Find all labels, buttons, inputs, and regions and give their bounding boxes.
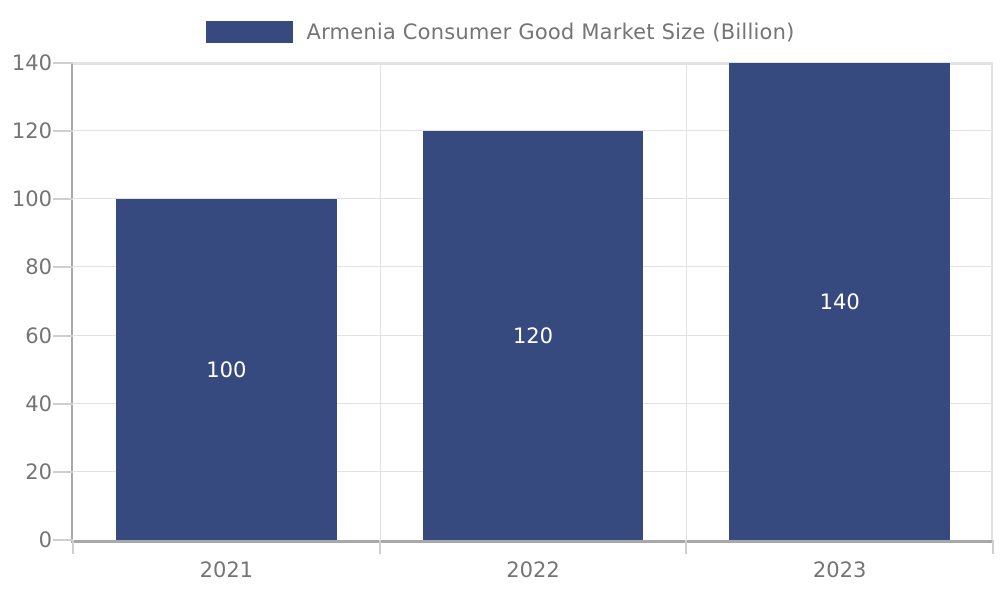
y-axis-line: [71, 63, 73, 543]
y-tick-mark: [53, 266, 73, 269]
bar-2023[interactable]: 140: [729, 63, 951, 540]
y-tick-mark: [53, 334, 73, 337]
y-gridline: [73, 130, 993, 132]
y-tick-label: 120: [11, 119, 52, 144]
y-gridline: [73, 62, 993, 63]
plot-area: 100 120 140: [73, 62, 993, 540]
bar-2022[interactable]: 120: [422, 131, 644, 540]
x-tick-mark: [992, 540, 994, 554]
y-tick-mark: [53, 62, 73, 64]
x-tick-label: 2023: [812, 558, 867, 582]
bar-value-label: 120: [512, 323, 554, 348]
x-tick-label: 2022: [506, 558, 560, 582]
legend-label: Armenia Consumer Good Market Size (Billi…: [306, 20, 795, 44]
y-tick-label: 60: [25, 323, 52, 348]
x-tick-label: 2021: [199, 558, 254, 582]
chart-legend[interactable]: Armenia Consumer Good Market Size (Billi…: [0, 15, 1000, 49]
x-gridline: [686, 63, 688, 540]
y-tick-label: 140: [11, 51, 52, 75]
y-tick-mark: [53, 539, 73, 541]
legend-swatch-icon: [205, 21, 293, 43]
bar-value-label: 100: [206, 357, 247, 382]
x-tick-mark: [72, 540, 74, 554]
x-axis-line: [71, 540, 993, 543]
x-tick-mark: [378, 540, 381, 554]
y-tick-mark: [53, 130, 73, 133]
plot-border-top: [73, 63, 993, 65]
y-tick-mark: [53, 470, 73, 473]
y-tick-label: 20: [25, 459, 52, 484]
x-gridline: [379, 63, 381, 540]
bar-2021[interactable]: 100: [115, 199, 337, 540]
y-tick-label: 100: [11, 187, 52, 212]
y-tick-mark: [53, 402, 73, 405]
x-tick-mark: [685, 540, 688, 554]
y-tick-label: 80: [25, 255, 52, 280]
y-tick-label: 40: [25, 391, 52, 416]
plot-border-right: [991, 63, 993, 540]
y-tick-mark: [53, 198, 73, 201]
bar-value-label: 140: [819, 289, 860, 314]
y-tick-label: 0: [38, 528, 52, 552]
